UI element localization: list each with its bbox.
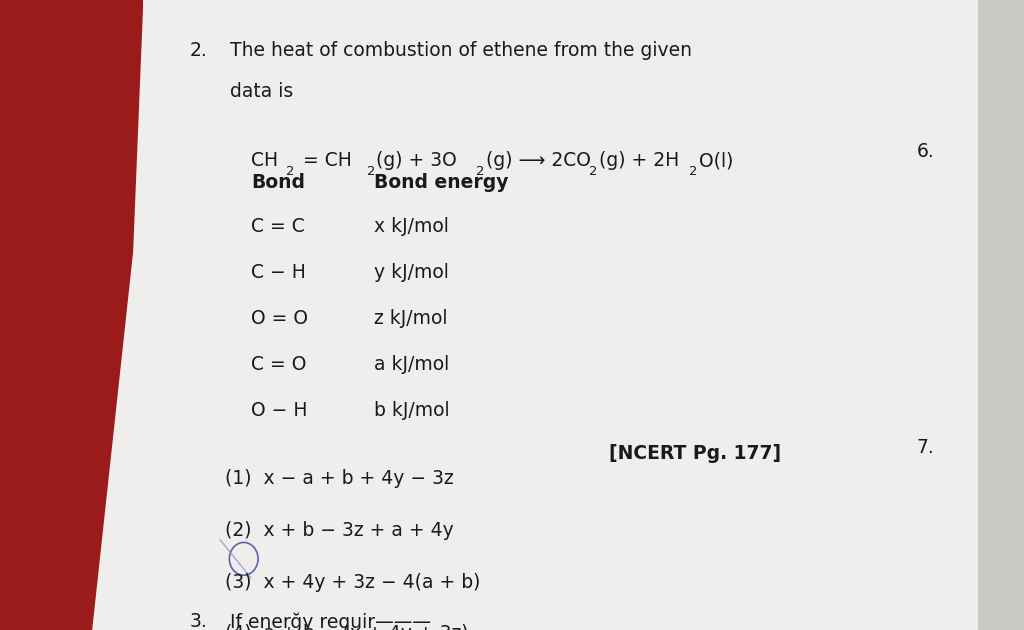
Text: (4)  a + b − (x + 4y + 3z): (4) a + b − (x + 4y + 3z) <box>225 624 469 630</box>
Text: CH: CH <box>251 151 278 170</box>
Text: O − H: O − H <box>251 401 307 420</box>
Text: [NCERT Pg. 177]: [NCERT Pg. 177] <box>609 444 781 463</box>
Text: 7.: 7. <box>916 438 934 457</box>
Text: (g) ⟶ 2CO: (g) ⟶ 2CO <box>486 151 591 170</box>
Text: (3)  x + 4y + 3z − 4(a + b): (3) x + 4y + 3z − 4(a + b) <box>225 573 480 592</box>
Text: Bond energy: Bond energy <box>374 173 508 192</box>
Text: 2.: 2. <box>189 41 207 60</box>
Text: (g) + 3O: (g) + 3O <box>376 151 457 170</box>
Text: (1)  x − a + b + 4y − 3z: (1) x − a + b + 4y − 3z <box>225 469 454 488</box>
Text: If enerğy requir———: If enerğy requir——— <box>230 612 431 630</box>
Text: = CH: = CH <box>297 151 352 170</box>
Text: 6.: 6. <box>916 142 934 161</box>
Polygon shape <box>0 0 143 630</box>
Text: O(l): O(l) <box>699 151 734 170</box>
Text: The heat of combustion of ethene from the given: The heat of combustion of ethene from th… <box>230 41 692 60</box>
Text: O = O: O = O <box>251 309 308 328</box>
Text: x kJ/mol: x kJ/mol <box>374 217 449 236</box>
Text: 2: 2 <box>286 165 294 178</box>
Text: Bond: Bond <box>251 173 305 192</box>
Polygon shape <box>92 0 1024 630</box>
Text: z kJ/mol: z kJ/mol <box>374 309 447 328</box>
Text: C = O: C = O <box>251 355 306 374</box>
Text: C − H: C − H <box>251 263 306 282</box>
Text: 2: 2 <box>589 165 597 178</box>
Text: data is: data is <box>230 82 294 101</box>
Text: a kJ/mol: a kJ/mol <box>374 355 449 374</box>
Text: 2: 2 <box>367 165 375 178</box>
Text: 2: 2 <box>476 165 484 178</box>
Text: b kJ/mol: b kJ/mol <box>374 401 450 420</box>
Text: (2)  x + b − 3z + a + 4y: (2) x + b − 3z + a + 4y <box>225 521 454 540</box>
Text: (g) + 2H: (g) + 2H <box>599 151 679 170</box>
Text: 2: 2 <box>689 165 697 178</box>
FancyBboxPatch shape <box>978 0 1024 630</box>
Text: 3.: 3. <box>189 612 207 630</box>
Text: y kJ/mol: y kJ/mol <box>374 263 449 282</box>
Text: C = C: C = C <box>251 217 304 236</box>
